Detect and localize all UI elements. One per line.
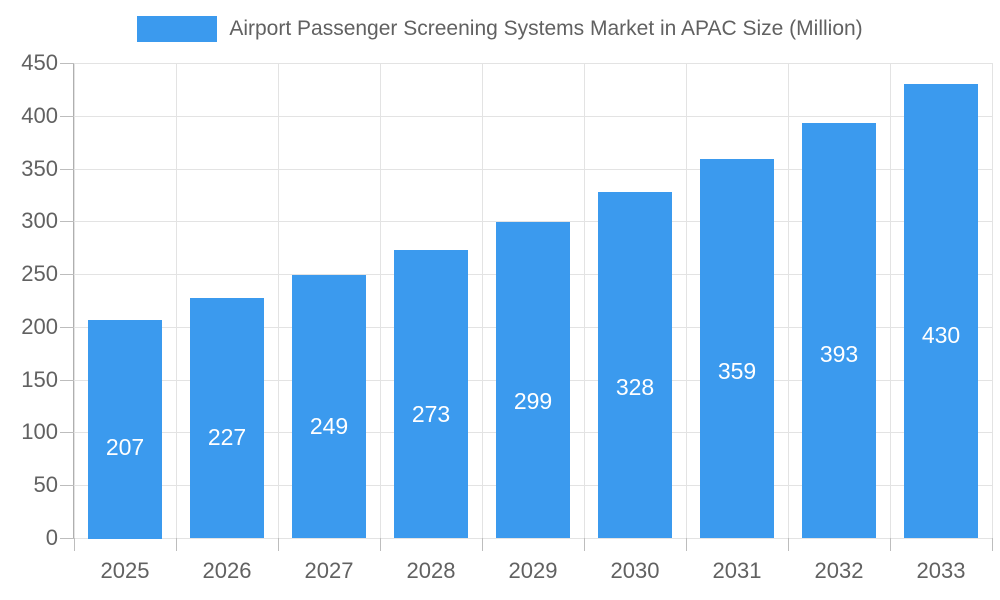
y-tick-mark: [60, 379, 74, 381]
y-gridline: [74, 538, 992, 539]
y-tick-mark: [60, 326, 74, 328]
bar[interactable]: [598, 192, 672, 538]
x-tick-mark: [584, 538, 585, 551]
y-tick-mark: [60, 538, 74, 539]
x-gridline: [278, 63, 279, 538]
x-gridline: [788, 63, 789, 538]
y-tick-mark: [60, 432, 74, 434]
bar[interactable]: [394, 250, 468, 538]
bar[interactable]: [700, 159, 774, 538]
x-axis-tick-label: 2029: [508, 558, 558, 583]
y-axis-tick-label: 200: [21, 313, 58, 339]
x-gridline: [482, 63, 483, 538]
y-tick-mark: [60, 115, 74, 117]
legend-label: Airport Passenger Screening Systems Mark…: [229, 17, 863, 40]
x-axis-tick-label: 2031: [712, 558, 762, 583]
bar[interactable]: [190, 298, 264, 538]
x-tick-mark: [992, 538, 993, 551]
x-gridline: [584, 63, 585, 538]
x-gridline: [380, 63, 381, 538]
y-gridline: [74, 168, 992, 170]
x-tick-mark: [788, 538, 789, 551]
bar[interactable]: [802, 123, 876, 538]
legend-color-swatch: [137, 16, 218, 42]
x-axis-tick-label: 2030: [610, 558, 660, 583]
y-gridline: [74, 221, 992, 223]
y-axis-tick-label: 50: [33, 472, 58, 498]
y-gridline: [74, 63, 992, 64]
y-tick-mark: [60, 274, 74, 276]
x-axis-tick-label: 2027: [304, 558, 354, 583]
x-tick-mark: [482, 538, 483, 551]
x-tick-mark: [890, 538, 891, 551]
x-tick-mark: [686, 538, 687, 551]
x-tick-mark: [380, 538, 381, 551]
y-axis-tick-label: 300: [21, 208, 58, 234]
y-tick-mark: [60, 168, 74, 170]
x-gridline: [686, 63, 687, 538]
x-gridline: [74, 63, 75, 538]
x-tick-mark: [278, 538, 279, 551]
x-tick-mark: [74, 538, 75, 551]
x-axis-tick-label: 2026: [202, 558, 252, 583]
y-axis-tick-label: 0: [45, 525, 58, 550]
bar[interactable]: [904, 84, 978, 538]
y-tick-mark: [60, 221, 74, 223]
chart-legend: Airport Passenger Screening Systems Mark…: [0, 12, 1000, 46]
y-axis-tick-label: 350: [21, 155, 58, 181]
x-gridline: [176, 63, 177, 538]
y-axis-tick-label: 400: [21, 102, 58, 128]
bar[interactable]: [496, 222, 570, 538]
y-axis-tick-label: 100: [21, 419, 58, 445]
y-tick-mark: [60, 485, 74, 487]
y-axis-tick-label: 450: [21, 50, 58, 75]
x-axis-tick-label: 2033: [916, 558, 966, 583]
x-axis-tick-label: 2025: [100, 558, 150, 583]
x-axis-tick-label: 2032: [814, 558, 864, 583]
x-gridline: [992, 63, 993, 538]
bar[interactable]: [88, 320, 162, 539]
y-axis-line: [73, 63, 74, 539]
bar[interactable]: [292, 275, 366, 538]
x-axis-tick-label: 2028: [406, 558, 456, 583]
y-axis-tick-label: 250: [21, 261, 58, 287]
y-gridline: [74, 115, 992, 117]
y-axis-tick-label: 150: [21, 366, 58, 392]
x-gridline: [890, 63, 891, 538]
x-tick-mark: [176, 538, 177, 551]
y-tick-mark: [60, 63, 74, 64]
